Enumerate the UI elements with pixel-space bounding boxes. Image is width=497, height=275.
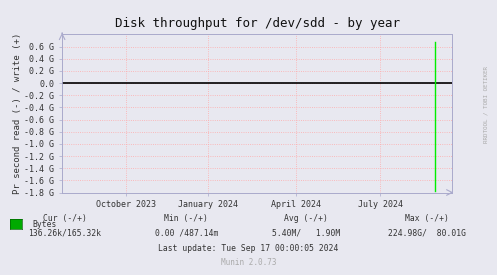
Text: Bytes: Bytes	[32, 220, 57, 229]
Text: Cur (-/+): Cur (-/+)	[43, 214, 86, 223]
Text: 5.40M/   1.90M: 5.40M/ 1.90M	[271, 228, 340, 237]
Text: RRDTOOL / TOBI OETIKER: RRDTOOL / TOBI OETIKER	[484, 66, 489, 143]
Title: Disk throughput for /dev/sdd - by year: Disk throughput for /dev/sdd - by year	[115, 17, 400, 31]
Text: 224.98G/  80.01G: 224.98G/ 80.01G	[389, 228, 466, 237]
Text: 136.26k/165.32k: 136.26k/165.32k	[28, 228, 101, 237]
Text: Last update: Tue Sep 17 00:00:05 2024: Last update: Tue Sep 17 00:00:05 2024	[159, 244, 338, 253]
Text: Min (-/+): Min (-/+)	[165, 214, 208, 223]
Text: 0.00 /487.14m: 0.00 /487.14m	[155, 228, 218, 237]
Text: Avg (-/+): Avg (-/+)	[284, 214, 328, 223]
Text: Max (-/+): Max (-/+)	[406, 214, 449, 223]
Text: Munin 2.0.73: Munin 2.0.73	[221, 258, 276, 267]
Y-axis label: Pr second read (-) / write (+): Pr second read (-) / write (+)	[13, 33, 22, 194]
